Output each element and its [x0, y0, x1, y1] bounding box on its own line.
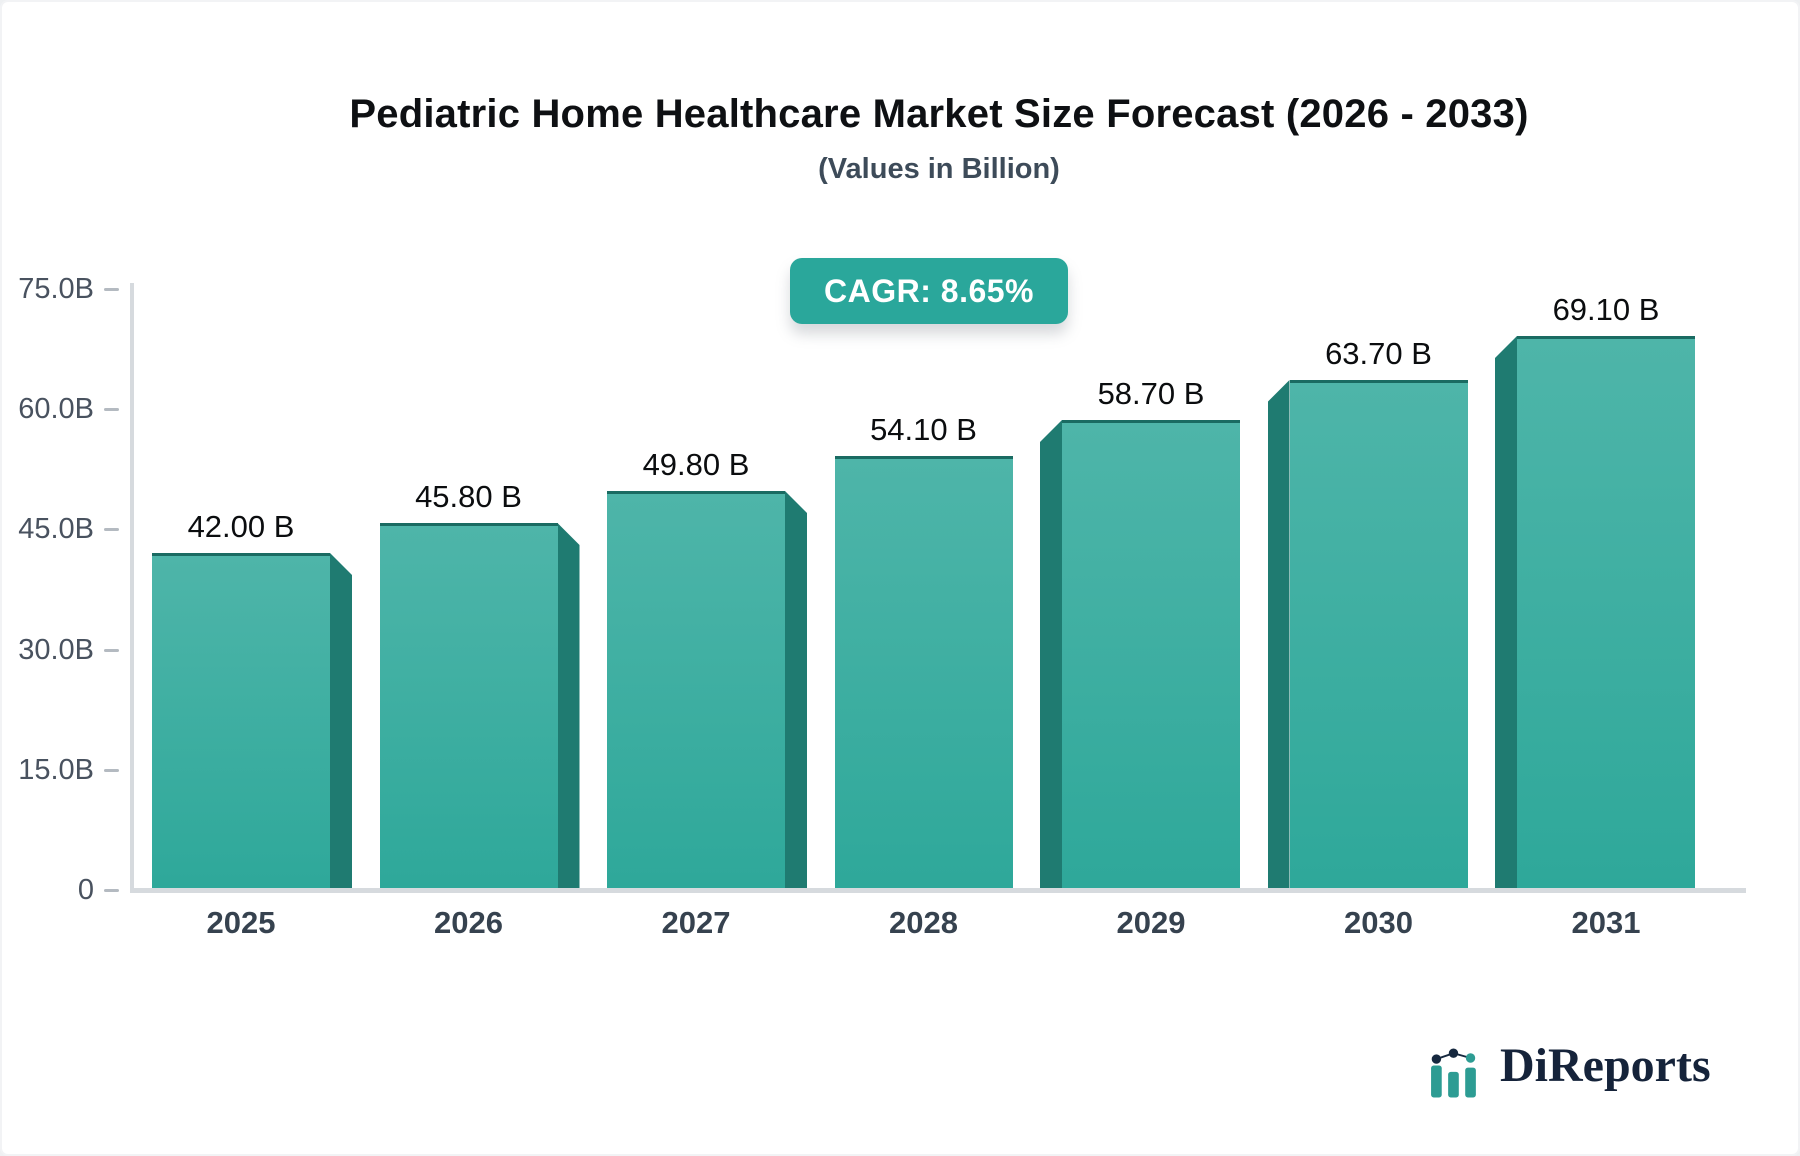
bar-side-face — [1267, 380, 1290, 890]
bar-value-label: 49.80 B — [642, 447, 750, 482]
bar-value-label: 63.70 B — [1325, 336, 1432, 371]
bar-side-face — [1040, 420, 1062, 890]
y-tick-label: 75.0B — [18, 273, 94, 305]
chart-title: Pediatric Home Healthcare Market Size Fo… — [349, 92, 1529, 136]
x-tick-label: 2030 — [1344, 905, 1413, 940]
chart-subtitle: (Values in Billion) — [818, 153, 1060, 185]
logo-wordmark: DiReports — [1500, 1039, 1711, 1092]
bar — [1289, 380, 1468, 890]
bar — [152, 553, 330, 890]
y-tick-mark — [104, 528, 119, 532]
direports-logo: DiReports — [1430, 1039, 1711, 1100]
bar-side-face — [785, 491, 807, 890]
y-tick-mark — [104, 889, 119, 892]
x-tick-label: 2029 — [1116, 905, 1186, 940]
y-tick-mark — [104, 648, 119, 652]
bar-value-label: 58.70 B — [1097, 376, 1205, 411]
y-tick-label: 30.0B — [18, 633, 94, 666]
y-tick-label: 45.0B — [18, 513, 94, 546]
x-tick-label: 2027 — [661, 905, 731, 940]
bar — [1062, 420, 1240, 890]
chart-header: Pediatric Home Healthcare Market Size Fo… — [132, 92, 1746, 186]
x-tick-label: 2026 — [434, 905, 503, 940]
x-tick-label: 2028 — [889, 905, 958, 940]
y-axis-line — [130, 283, 134, 892]
y-tick-label: 0 — [77, 874, 94, 906]
bar — [834, 456, 1013, 890]
mini-bar-line-chart-icon — [1431, 1048, 1476, 1098]
bar-value-label: 42.00 B — [187, 509, 295, 544]
bar-side-face — [330, 553, 352, 890]
bar — [1517, 336, 1695, 890]
bar-value-label: 54.10 B — [870, 412, 977, 447]
y-tick-mark — [104, 768, 119, 772]
y-tick-mark — [104, 408, 119, 412]
x-axis-line — [130, 888, 1746, 893]
bar — [379, 523, 558, 890]
x-tick-label: 2025 — [206, 905, 276, 940]
x-tick-label: 2031 — [1571, 905, 1641, 940]
bar-side-face — [557, 523, 580, 890]
bar-side-face — [1495, 336, 1517, 890]
y-tick-label: 15.0B — [18, 753, 94, 786]
bar-value-label: 69.10 B — [1552, 292, 1660, 327]
y-tick-mark — [104, 288, 119, 291]
cagr-badge: CAGR: 8.65% — [790, 258, 1068, 324]
bar — [607, 491, 785, 890]
y-tick-label: 60.0B — [18, 393, 94, 426]
bar-value-label: 45.80 B — [415, 479, 522, 514]
